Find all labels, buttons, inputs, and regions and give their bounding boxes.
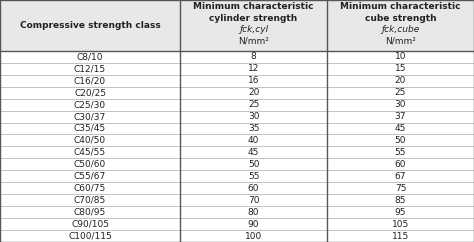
- Bar: [0, 218, 474, 230]
- Bar: [0, 122, 474, 135]
- Bar: [0, 98, 474, 111]
- Text: 50: 50: [395, 136, 406, 145]
- Text: 40: 40: [248, 136, 259, 145]
- Bar: [0, 230, 474, 242]
- Bar: [0, 63, 474, 75]
- Bar: [0, 170, 474, 182]
- Text: cylinder strength: cylinder strength: [210, 14, 298, 23]
- Bar: [0, 75, 474, 87]
- Bar: [0, 194, 474, 206]
- Text: 25: 25: [248, 100, 259, 109]
- Text: C25/30: C25/30: [74, 100, 106, 109]
- Text: 75: 75: [395, 184, 406, 193]
- Text: 20: 20: [248, 88, 259, 97]
- Text: 16: 16: [248, 76, 259, 85]
- Text: 70: 70: [248, 196, 259, 205]
- Text: 10: 10: [395, 52, 406, 61]
- Bar: [0, 158, 474, 170]
- Bar: [0, 111, 474, 122]
- Text: 20: 20: [395, 76, 406, 85]
- Bar: [0, 51, 474, 63]
- Bar: [0, 135, 474, 146]
- Text: C8/10: C8/10: [77, 52, 103, 61]
- Text: C50/60: C50/60: [74, 160, 106, 169]
- Text: Compressive strength class: Compressive strength class: [20, 21, 160, 30]
- Text: C12/15: C12/15: [74, 64, 106, 73]
- Text: C45/55: C45/55: [74, 148, 106, 157]
- Text: ƒck,cube: ƒck,cube: [382, 25, 419, 34]
- Bar: [0, 87, 474, 98]
- Text: 25: 25: [395, 88, 406, 97]
- Text: C20/25: C20/25: [74, 88, 106, 97]
- Text: 95: 95: [395, 208, 406, 217]
- Text: 12: 12: [248, 64, 259, 73]
- Text: C40/50: C40/50: [74, 136, 106, 145]
- Bar: [0, 146, 474, 158]
- Text: C60/75: C60/75: [74, 184, 106, 193]
- Text: 105: 105: [392, 219, 409, 229]
- Text: C16/20: C16/20: [74, 76, 106, 85]
- Text: C70/85: C70/85: [74, 196, 106, 205]
- Text: 8: 8: [251, 52, 256, 61]
- Text: 55: 55: [395, 148, 406, 157]
- Text: 115: 115: [392, 232, 409, 241]
- Text: C35/45: C35/45: [74, 124, 106, 133]
- Text: N/mm²: N/mm²: [238, 36, 269, 45]
- Text: 90: 90: [248, 219, 259, 229]
- Bar: [0, 206, 474, 218]
- Text: 45: 45: [395, 124, 406, 133]
- Text: C80/95: C80/95: [74, 208, 106, 217]
- Text: ƒck,cyl: ƒck,cyl: [239, 25, 268, 34]
- Text: 85: 85: [395, 196, 406, 205]
- Text: 45: 45: [248, 148, 259, 157]
- Text: 60: 60: [395, 160, 406, 169]
- Text: C55/67: C55/67: [74, 172, 106, 181]
- Text: C90/105: C90/105: [71, 219, 109, 229]
- Text: 37: 37: [395, 112, 406, 121]
- Text: C30/37: C30/37: [74, 112, 106, 121]
- Bar: [0, 182, 474, 194]
- Text: 100: 100: [245, 232, 262, 241]
- Text: 50: 50: [248, 160, 259, 169]
- Text: 67: 67: [395, 172, 406, 181]
- Text: cube strength: cube strength: [365, 14, 437, 23]
- Text: N/mm²: N/mm²: [385, 36, 416, 45]
- Text: 30: 30: [395, 100, 406, 109]
- Text: 35: 35: [248, 124, 259, 133]
- Text: 30: 30: [248, 112, 259, 121]
- Text: 60: 60: [248, 184, 259, 193]
- Text: 55: 55: [248, 172, 259, 181]
- Text: 15: 15: [395, 64, 406, 73]
- Text: Minimum characteristic: Minimum characteristic: [193, 2, 314, 11]
- Bar: [0, 0, 474, 51]
- Text: Minimum characteristic: Minimum characteristic: [340, 2, 461, 11]
- Text: 80: 80: [248, 208, 259, 217]
- Text: C100/115: C100/115: [68, 232, 112, 241]
